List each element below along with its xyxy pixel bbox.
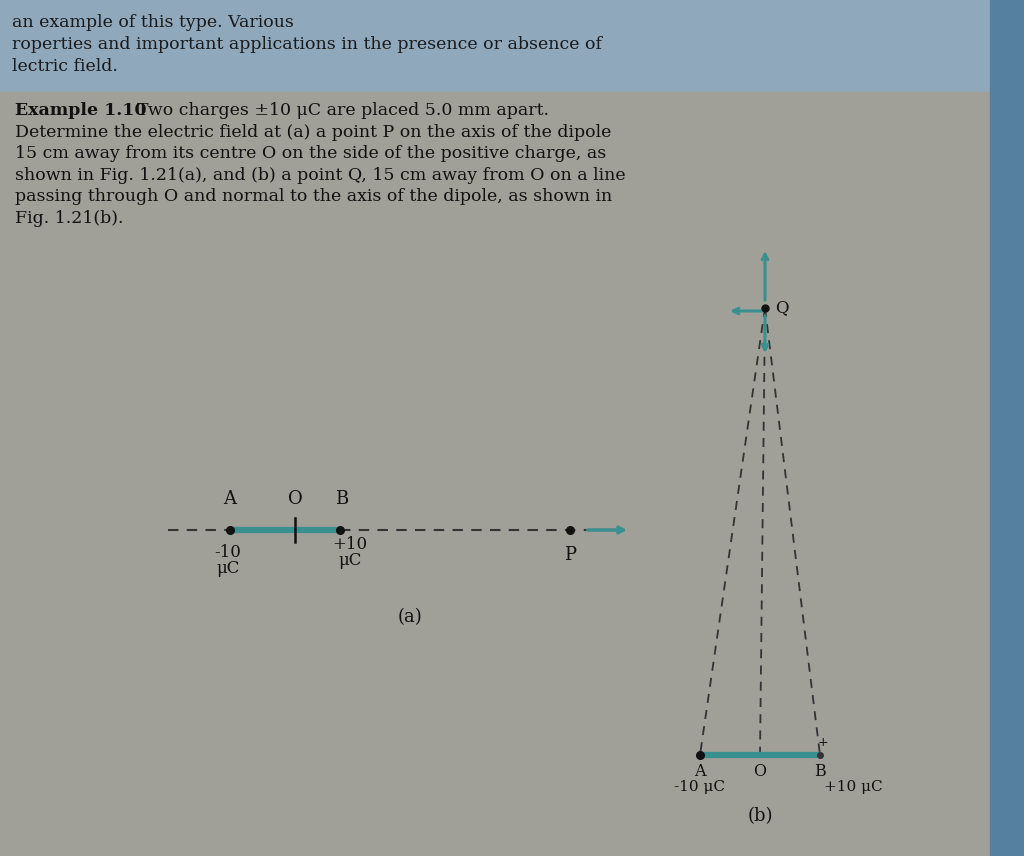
Text: shown in Fig. 1.21(a), and (b) a point Q, 15 cm away from O on a line: shown in Fig. 1.21(a), and (b) a point Q… bbox=[15, 167, 626, 183]
Text: -10: -10 bbox=[215, 544, 242, 561]
Text: -10 μC: -10 μC bbox=[675, 780, 725, 794]
Text: lectric field.: lectric field. bbox=[12, 58, 118, 75]
Text: μC: μC bbox=[216, 560, 240, 577]
Text: +10: +10 bbox=[333, 536, 368, 553]
Text: +10 μC: +10 μC bbox=[824, 780, 883, 794]
Text: Two charges ±10 μC are placed 5.0 mm apart.: Two charges ±10 μC are placed 5.0 mm apa… bbox=[137, 102, 549, 119]
Text: Q: Q bbox=[775, 300, 788, 317]
Text: O: O bbox=[754, 763, 767, 780]
Text: B: B bbox=[814, 763, 826, 780]
Text: roperties and important applications in the presence or absence of: roperties and important applications in … bbox=[12, 36, 602, 53]
Text: Determine the electric field at (a) a point P on the axis of the dipole: Determine the electric field at (a) a po… bbox=[15, 123, 611, 140]
Text: A: A bbox=[223, 490, 237, 508]
Text: P: P bbox=[564, 546, 575, 564]
Text: μC: μC bbox=[338, 552, 361, 569]
Text: (a): (a) bbox=[397, 608, 422, 626]
Bar bbox=[990, 0, 1024, 856]
Text: B: B bbox=[336, 490, 348, 508]
Text: +: + bbox=[818, 735, 828, 748]
Text: A: A bbox=[694, 763, 706, 780]
Bar bbox=[0, 92, 990, 856]
Text: passing through O and normal to the axis of the dipole, as shown in: passing through O and normal to the axis… bbox=[15, 188, 612, 205]
Text: an example of this type. Various: an example of this type. Various bbox=[12, 14, 294, 31]
Text: Example 1.10: Example 1.10 bbox=[15, 102, 153, 119]
Text: Fig. 1.21(b).: Fig. 1.21(b). bbox=[15, 210, 124, 227]
Text: (b): (b) bbox=[748, 807, 773, 825]
Bar bbox=[0, 0, 1024, 92]
Text: O: O bbox=[288, 490, 302, 508]
Text: 15 cm away from its centre O on the side of the positive charge, as: 15 cm away from its centre O on the side… bbox=[15, 145, 606, 162]
